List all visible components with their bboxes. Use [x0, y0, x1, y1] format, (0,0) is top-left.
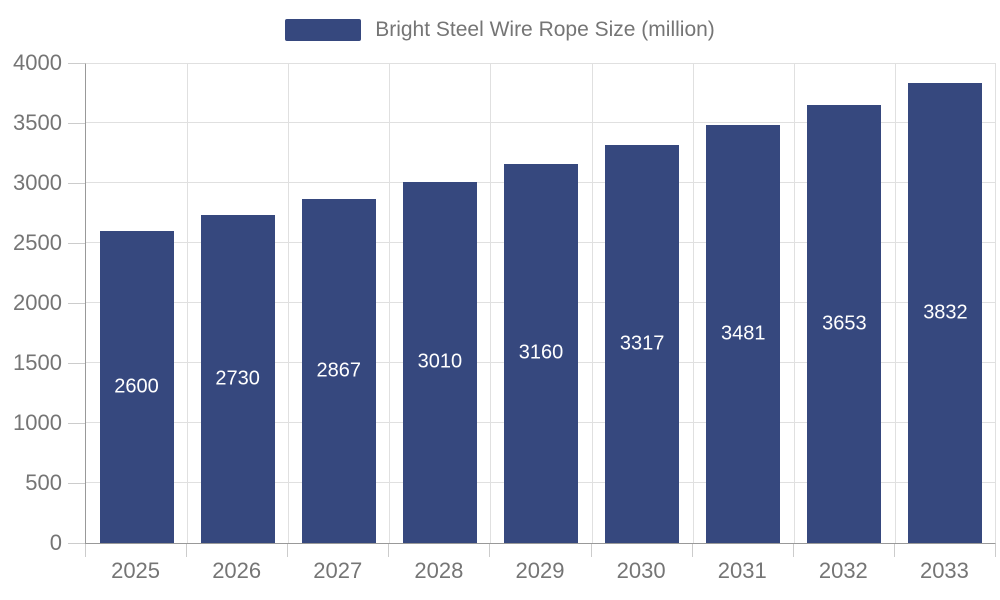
bar-value-label: 3160 — [518, 341, 564, 364]
y-axis-tick — [68, 183, 85, 184]
bar-value-label: 3481 — [720, 322, 766, 345]
legend-label: Bright Steel Wire Rope Size (million) — [375, 18, 715, 41]
bar-2029[interactable]: 3160 — [504, 163, 578, 543]
y-axis-tick — [68, 303, 85, 304]
vertical-gridline — [187, 64, 189, 543]
x-axis-tick-label: 2028 — [414, 558, 464, 583]
y-axis-tick — [68, 483, 85, 484]
y-axis-tick-label: 500 — [25, 470, 62, 495]
bar-value-label: 3010 — [417, 350, 463, 373]
vertical-gridline — [288, 64, 290, 543]
y-axis-tick — [68, 423, 85, 424]
bar-2028[interactable]: 3010 — [402, 181, 477, 543]
y-axis-tick — [68, 243, 85, 244]
y-axis-tick-label: 1000 — [13, 410, 62, 435]
y-axis-tick-label: 2000 — [13, 290, 62, 315]
bar-value-label: 2730 — [215, 367, 260, 390]
bar-2025[interactable]: 2600 — [99, 231, 174, 543]
x-axis-tick — [590, 544, 592, 557]
legend-swatch-icon — [285, 19, 362, 41]
bar-value-label: 3317 — [619, 332, 665, 355]
y-axis-tick-label: 2500 — [13, 230, 62, 255]
bar-2031[interactable]: 3481 — [706, 125, 781, 543]
x-axis-tick — [995, 544, 996, 557]
bar-2027[interactable]: 2867 — [301, 198, 376, 543]
y-axis-tick — [68, 363, 85, 364]
x-axis-tick-label: 2030 — [616, 558, 666, 583]
x-axis-tick-label: 2033 — [919, 558, 969, 583]
bar-value-label: 2867 — [316, 359, 362, 382]
bar-value-label: 2600 — [114, 375, 159, 398]
bar-2030[interactable]: 3317 — [605, 144, 680, 543]
x-axis-tick — [388, 544, 390, 557]
vertical-gridline — [591, 64, 593, 543]
x-axis-tick — [792, 544, 794, 557]
chart-legend[interactable]: Bright Steel Wire Rope Size (million) — [0, 18, 1000, 42]
y-axis-tick — [68, 123, 85, 124]
x-axis-tick — [186, 544, 188, 557]
x-axis-tick — [691, 544, 693, 557]
x-axis-tick-label: 2031 — [717, 558, 767, 583]
y-axis-tick-label: 0 — [49, 530, 62, 555]
x-axis-tick-label: 2032 — [818, 558, 868, 583]
y-axis-tick-label: 1500 — [13, 350, 62, 375]
y-axis-tick — [68, 543, 85, 544]
vertical-gridline — [490, 64, 492, 543]
x-axis-tick — [287, 544, 289, 557]
vertical-gridline — [389, 64, 391, 543]
bar-2033[interactable]: 3832 — [908, 83, 983, 543]
y-axis-tick-label: 3500 — [13, 110, 62, 135]
horizontal-gridline — [86, 122, 995, 123]
y-axis-tick-label: 4000 — [13, 50, 62, 75]
vertical-gridline — [692, 64, 694, 543]
plot-area: 2600 2730 2867 3010 3160 3317 3481 3653 3832 — [85, 63, 996, 544]
x-axis-tick-label: 2027 — [313, 558, 363, 583]
x-axis-tick — [489, 544, 491, 557]
bar-2032[interactable]: 3653 — [807, 104, 882, 543]
bar-value-label: 3832 — [923, 301, 968, 324]
x-axis-tick — [893, 544, 895, 557]
y-axis-tick — [68, 63, 85, 64]
vertical-gridline — [793, 64, 795, 543]
bar-value-label: 3653 — [822, 312, 867, 335]
x-axis-tick-label: 2029 — [515, 558, 565, 583]
x-axis-tick-label: 2025 — [111, 558, 161, 583]
y-axis-tick-label: 3000 — [13, 170, 62, 195]
vertical-gridline — [894, 64, 896, 543]
x-axis-tick-label: 2026 — [212, 558, 262, 583]
x-axis-tick — [85, 544, 86, 557]
bar-2026[interactable]: 2730 — [200, 215, 275, 543]
